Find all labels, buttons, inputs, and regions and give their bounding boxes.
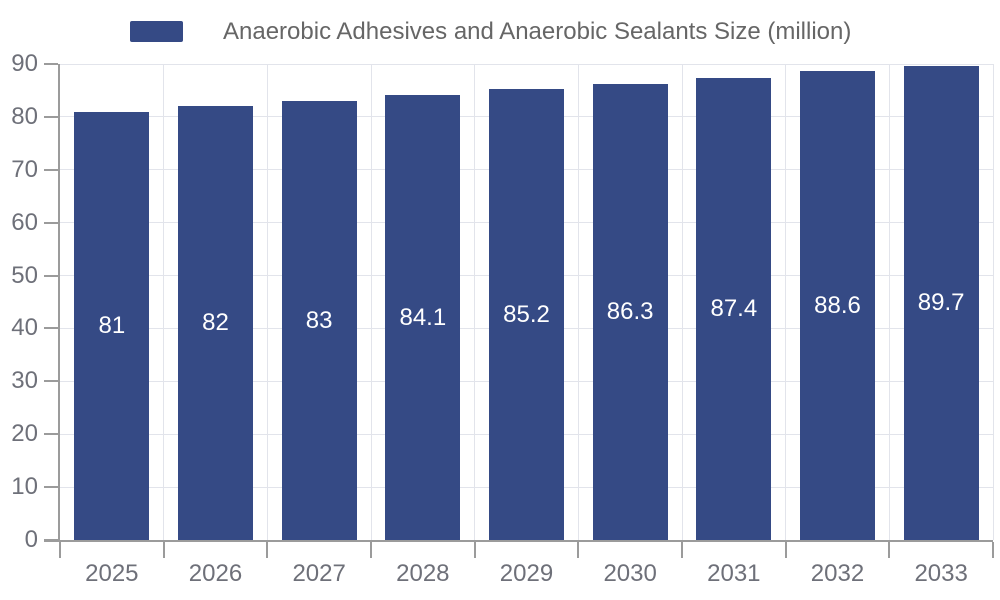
v-gridline	[785, 64, 787, 540]
x-axis-tick	[784, 542, 787, 558]
axis-label-layer: 0 10 20 30 40 50 60 70 80 90 2025 2026 2027 2028 2029 2…	[11, 51, 993, 588]
x-axis-tick	[266, 542, 269, 558]
bar-value-label: 85.2	[503, 300, 550, 328]
y-axis-tick	[44, 380, 58, 383]
y-axis-tick	[44, 327, 58, 330]
v-gridline	[474, 64, 476, 540]
v-gridline	[266, 64, 268, 540]
bar[interactable]	[696, 77, 772, 540]
y-axis-tick	[44, 63, 58, 65]
legend-swatch	[130, 21, 183, 42]
plot-area: 81 82 83 84.1 85.2 86.3 87.4 88.6 89.7 0 10 20 30 40…	[11, 51, 994, 588]
x-axis-tick	[162, 542, 165, 558]
x-axis-line	[44, 540, 993, 542]
x-axis-label: 2025	[85, 560, 139, 587]
y-axis-label: 80	[11, 102, 38, 130]
x-axis-label: 2031	[707, 560, 761, 587]
x-axis-label: 2030	[603, 560, 657, 587]
bar-value-label: 83	[305, 306, 333, 334]
v-gridline	[681, 64, 683, 540]
bar[interactable]	[281, 101, 357, 540]
bar-value-label: 81	[98, 311, 126, 339]
bar[interactable]	[903, 65, 979, 540]
x-axis-label: 2032	[810, 560, 865, 587]
h-gridline	[60, 63, 993, 65]
y-axis-tick	[44, 274, 58, 277]
bar-value-label: 87.4	[710, 294, 758, 322]
x-axis-tick	[992, 542, 994, 558]
bar-value-label: 88.6	[814, 291, 861, 319]
bar-layer: 81 82 83 84.1 85.2 86.3 87.4 88.6 89.7	[60, 64, 993, 540]
v-gridline	[163, 64, 165, 540]
bar[interactable]	[178, 106, 253, 540]
y-axis-tick	[44, 115, 58, 118]
y-axis-line	[58, 64, 60, 542]
y-axis-tick	[44, 168, 58, 171]
y-axis-label: 90	[11, 50, 38, 77]
y-axis-label: 10	[11, 473, 38, 501]
x-axis-label: 2033	[914, 560, 968, 587]
bar-value-label: 84.1	[399, 303, 447, 331]
y-axis-tick	[44, 221, 58, 224]
x-axis-label: 2029	[499, 560, 554, 587]
bar[interactable]	[592, 83, 668, 540]
x-axis-tick	[681, 542, 683, 558]
x-axis-label: 2028	[396, 560, 450, 587]
x-axis-tick	[473, 542, 476, 558]
bar-value-label: 86.3	[606, 297, 654, 325]
y-axis-label: 40	[11, 314, 38, 342]
x-axis-label: 2026	[188, 560, 243, 587]
y-axis-label: 50	[11, 261, 38, 289]
y-axis-tick	[44, 433, 58, 436]
y-axis-label: 0	[24, 526, 38, 553]
y-axis-label: 70	[11, 155, 38, 183]
bar-value-label: 82	[202, 309, 229, 337]
y-axis-tick	[44, 486, 58, 489]
bar-value-label: 89.7	[917, 288, 965, 316]
x-axis-tick	[577, 542, 580, 558]
x-axis-tick	[888, 542, 891, 558]
v-gridline	[577, 64, 579, 540]
x-axis-tick	[370, 542, 372, 558]
legend-label: Anaerobic Adhesives and Anaerobic Sealan…	[223, 18, 852, 45]
bar[interactable]	[74, 111, 150, 540]
legend-item[interactable]: Anaerobic Adhesives and Anaerobic Sealan…	[130, 18, 851, 45]
bar[interactable]	[385, 95, 461, 540]
x-axis-tick	[59, 542, 61, 558]
x-axis-label: 2027	[292, 560, 346, 587]
v-gridline	[370, 64, 372, 540]
bar[interactable]	[489, 89, 564, 540]
v-gridline	[992, 64, 994, 540]
y-axis-label: 20	[11, 420, 38, 448]
y-axis-label: 60	[11, 208, 38, 236]
y-axis-label: 30	[11, 367, 38, 395]
v-gridline	[888, 64, 890, 540]
bar[interactable]	[800, 71, 875, 540]
